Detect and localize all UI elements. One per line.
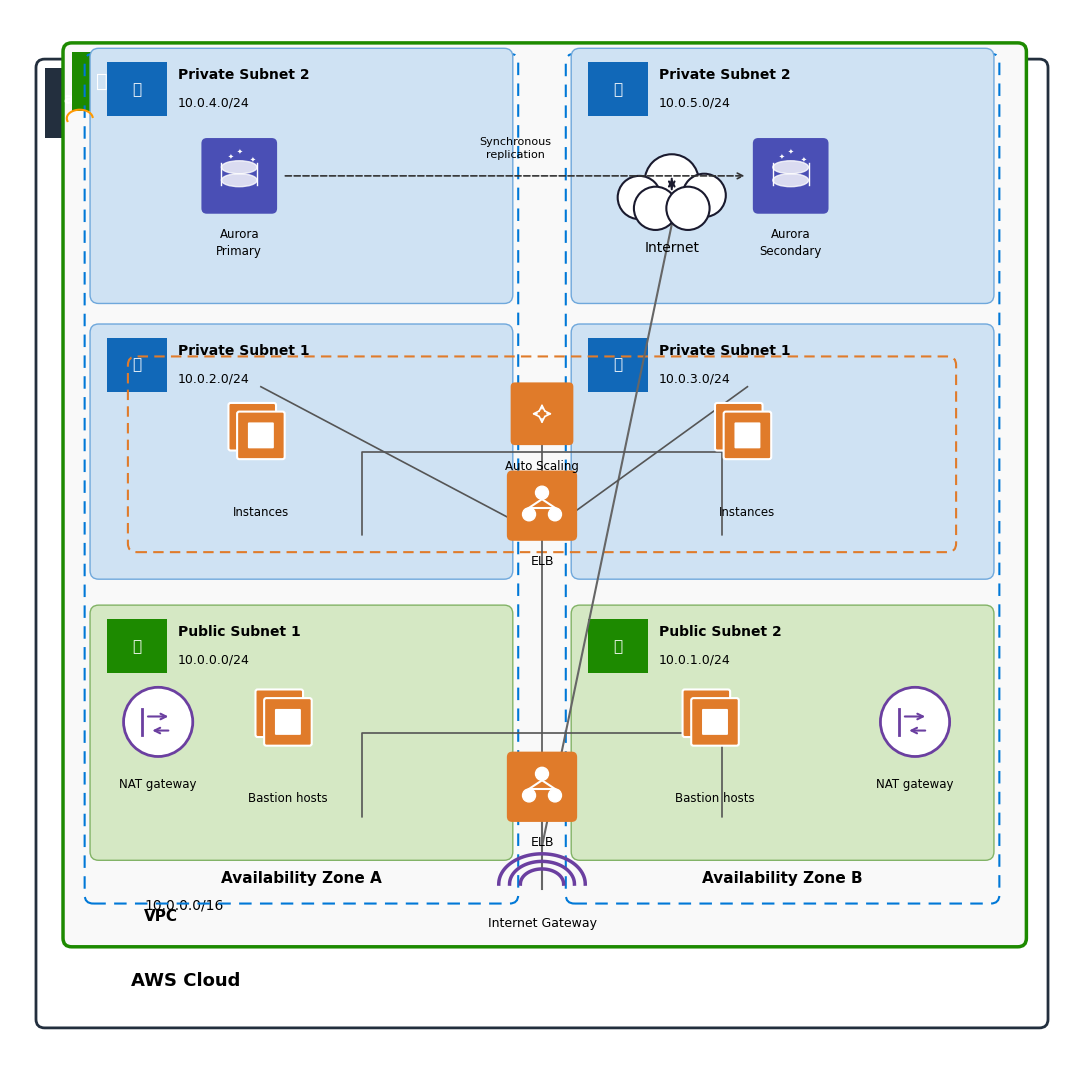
Text: Synchronous
replication: Synchronous replication	[479, 137, 551, 160]
Bar	[72, 51, 131, 111]
Text: Availability Zone A: Availability Zone A	[220, 871, 382, 886]
Circle shape	[549, 789, 562, 802]
Bar	[589, 62, 648, 116]
FancyBboxPatch shape	[229, 403, 276, 450]
Text: 10.0.5.0/24: 10.0.5.0/24	[659, 97, 731, 110]
FancyBboxPatch shape	[507, 471, 577, 541]
Text: 🔒: 🔒	[132, 82, 142, 97]
Ellipse shape	[773, 161, 809, 174]
FancyBboxPatch shape	[256, 689, 304, 737]
Text: 10.0.0.0/16: 10.0.0.0/16	[144, 899, 223, 913]
Text: Auto Scaling: Auto Scaling	[505, 460, 579, 473]
FancyBboxPatch shape	[511, 383, 573, 445]
Text: 10.0.4.0/24: 10.0.4.0/24	[178, 97, 249, 110]
Text: Instances: Instances	[720, 505, 775, 518]
FancyBboxPatch shape	[36, 59, 1048, 1028]
Text: 🔒: 🔒	[614, 358, 623, 373]
Circle shape	[522, 789, 535, 802]
FancyBboxPatch shape	[237, 412, 285, 459]
Circle shape	[535, 767, 549, 780]
Bar	[107, 62, 167, 116]
Text: Instances: Instances	[233, 505, 289, 518]
FancyBboxPatch shape	[507, 751, 577, 822]
Circle shape	[522, 508, 535, 521]
Text: Public Subnet 1: Public Subnet 1	[178, 625, 300, 639]
Text: Availability Zone B: Availability Zone B	[701, 871, 863, 886]
Bar	[107, 338, 167, 392]
FancyBboxPatch shape	[715, 403, 762, 450]
Text: ELB: ELB	[530, 554, 554, 567]
Text: Internet: Internet	[644, 240, 699, 254]
Circle shape	[124, 687, 193, 757]
Circle shape	[634, 187, 678, 230]
Ellipse shape	[221, 174, 257, 187]
Text: 🔒: 🔒	[95, 72, 107, 91]
Circle shape	[683, 174, 726, 217]
Text: ✦: ✦	[249, 157, 255, 163]
FancyBboxPatch shape	[702, 709, 728, 735]
FancyBboxPatch shape	[571, 605, 994, 860]
Text: 10.0.2.0/24: 10.0.2.0/24	[178, 372, 249, 385]
FancyBboxPatch shape	[571, 48, 994, 303]
Text: ✦: ✦	[801, 157, 806, 163]
Text: Bastion hosts: Bastion hosts	[675, 792, 754, 805]
Bar	[589, 338, 648, 392]
Text: Bastion hosts: Bastion hosts	[248, 792, 327, 805]
Circle shape	[880, 687, 950, 757]
FancyBboxPatch shape	[724, 412, 771, 459]
Text: Private Subnet 1: Private Subnet 1	[659, 345, 790, 358]
Ellipse shape	[221, 161, 257, 174]
Text: 🔒: 🔒	[132, 358, 142, 373]
Text: NAT gateway: NAT gateway	[119, 778, 197, 791]
Circle shape	[535, 486, 549, 499]
FancyBboxPatch shape	[248, 423, 274, 448]
FancyBboxPatch shape	[275, 709, 301, 735]
Text: ✦: ✦	[779, 153, 785, 160]
Text: aws: aws	[63, 92, 96, 107]
Text: Private Subnet 2: Private Subnet 2	[659, 68, 790, 83]
Text: ELB: ELB	[530, 836, 554, 849]
Text: ✦: ✦	[788, 149, 793, 155]
FancyBboxPatch shape	[692, 698, 739, 746]
Text: VPC: VPC	[144, 909, 178, 924]
FancyBboxPatch shape	[90, 605, 513, 860]
Text: 10.0.1.0/24: 10.0.1.0/24	[659, 653, 731, 666]
Text: 🔒: 🔒	[614, 82, 623, 97]
Bar	[44, 67, 115, 138]
FancyBboxPatch shape	[735, 423, 760, 448]
Text: Aurora
Primary: Aurora Primary	[217, 228, 262, 258]
Text: Aurora
Secondary: Aurora Secondary	[760, 228, 822, 258]
Text: AWS Cloud: AWS Cloud	[131, 973, 241, 990]
Text: Private Subnet 2: Private Subnet 2	[178, 68, 309, 83]
Circle shape	[618, 176, 661, 220]
FancyBboxPatch shape	[202, 138, 278, 214]
Text: ✦: ✦	[236, 149, 242, 155]
Text: ✦: ✦	[228, 153, 233, 160]
FancyBboxPatch shape	[571, 324, 994, 579]
Circle shape	[667, 187, 710, 230]
Bar	[107, 620, 167, 673]
Text: Private Subnet 1: Private Subnet 1	[178, 345, 309, 358]
Text: Internet Gateway: Internet Gateway	[488, 916, 596, 929]
FancyBboxPatch shape	[90, 48, 513, 303]
Text: NAT gateway: NAT gateway	[876, 778, 954, 791]
FancyBboxPatch shape	[63, 42, 1027, 947]
Text: 10.0.3.0/24: 10.0.3.0/24	[659, 372, 731, 385]
Text: 🔒: 🔒	[614, 639, 623, 653]
Bar	[589, 620, 648, 673]
FancyBboxPatch shape	[90, 324, 513, 579]
Text: 🔒: 🔒	[132, 639, 142, 653]
FancyBboxPatch shape	[753, 138, 828, 214]
Ellipse shape	[773, 174, 809, 187]
Text: 10.0.0.0/24: 10.0.0.0/24	[178, 653, 249, 666]
FancyBboxPatch shape	[264, 698, 312, 746]
Circle shape	[645, 154, 699, 209]
Text: Public Subnet 2: Public Subnet 2	[659, 625, 782, 639]
Circle shape	[549, 508, 562, 521]
FancyBboxPatch shape	[683, 689, 731, 737]
